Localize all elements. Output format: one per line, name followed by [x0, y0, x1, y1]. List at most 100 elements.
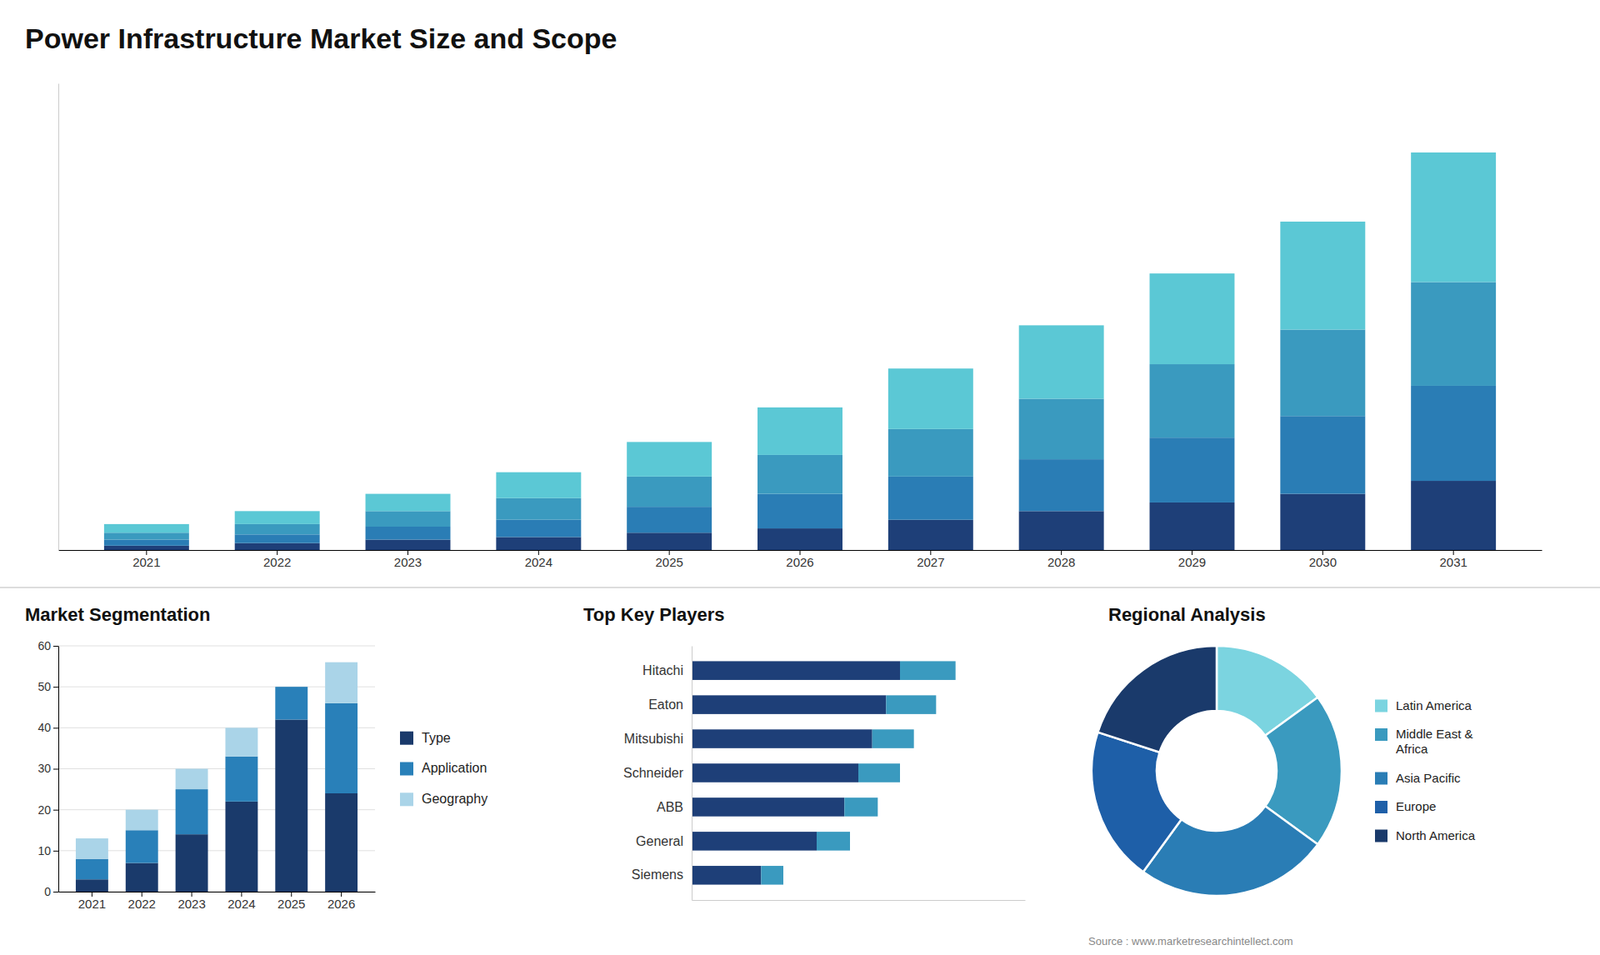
x-tick-label: 2026 [785, 555, 814, 570]
bar [757, 528, 843, 550]
y-tick-mark [53, 727, 59, 729]
legend-swatch [1375, 700, 1388, 713]
chart-title: Regional Analysis [1108, 604, 1266, 625]
bar [888, 476, 974, 520]
x-tick-label: 2027 [916, 555, 945, 570]
legend-swatch [400, 762, 414, 776]
chart-title: Top Key Players [583, 604, 725, 625]
x-axis-line [692, 900, 1026, 901]
legend-item: North America [1375, 828, 1476, 843]
legend-label: Middle East &Africa [1395, 726, 1474, 756]
bar [760, 865, 784, 885]
bar [1150, 273, 1235, 365]
bar [495, 520, 581, 538]
donut [1091, 645, 1342, 896]
bar [125, 830, 159, 863]
bar [365, 494, 451, 512]
x-tick: 2026 [327, 891, 355, 911]
bar [104, 540, 190, 546]
plot-area [75, 662, 358, 892]
bar [1410, 480, 1496, 550]
bar [1019, 399, 1105, 460]
bar [235, 524, 320, 535]
bar [691, 660, 900, 680]
bar [495, 536, 581, 550]
bar [1280, 415, 1365, 494]
x-tick-label: 2021 [78, 896, 106, 911]
donut-slice [1091, 732, 1182, 873]
y-tick-mark [53, 645, 59, 647]
bar [225, 727, 258, 756]
bar [235, 543, 320, 550]
bar [1019, 510, 1105, 550]
x-tick-label: 2021 [132, 555, 160, 570]
bar [1410, 385, 1496, 481]
bar [757, 407, 843, 455]
legend-item: Europe [1375, 799, 1436, 814]
x-axis: 2021202220232024202520262027202820292030… [59, 550, 1543, 570]
x-tick: 2022 [128, 891, 156, 911]
y-axis-line [691, 646, 693, 901]
x-tick-label: 2022 [263, 555, 291, 570]
bar [104, 545, 190, 550]
bar [1410, 282, 1496, 386]
bar [125, 810, 159, 831]
bar [816, 831, 850, 851]
legend: TypeApplicationGeography [400, 730, 488, 807]
bar-series [691, 660, 900, 885]
x-tick: 2031 [1439, 550, 1467, 570]
bar [1410, 152, 1496, 283]
y-tick-label: General [635, 833, 684, 848]
bar [275, 686, 308, 688]
y-tick-label: 10 [37, 844, 51, 858]
bar [844, 797, 878, 817]
y-axis-line [58, 646, 60, 893]
page: Power Infrastructure Market Size and Sco… [0, 0, 1600, 955]
bar [626, 476, 712, 507]
x-tick-label: 2023 [394, 555, 422, 570]
bar [235, 510, 320, 525]
y-tick-label: ABB [656, 800, 684, 815]
legend-item: Geography [400, 791, 488, 806]
y-axis: 0102030405060 [37, 639, 59, 899]
bar [75, 859, 109, 880]
bar [175, 789, 209, 835]
y-tick-label: Siemens [631, 867, 684, 882]
legend-label: Geography [421, 791, 488, 806]
x-tick: 2024 [525, 550, 553, 570]
bar [900, 660, 956, 680]
chart-title: Power Infrastructure Market Size and Sco… [25, 22, 617, 55]
grid [58, 645, 375, 892]
y-tick: Schneider [623, 765, 692, 780]
bar [365, 540, 451, 550]
bar [691, 695, 886, 715]
legend-label: North America [1395, 828, 1476, 843]
y-tick-label: 0 [44, 885, 51, 899]
y-tick-label: 20 [37, 803, 51, 817]
bar [888, 429, 974, 477]
bar [325, 703, 358, 794]
y-tick: ABB [656, 800, 692, 815]
x-tick-label: 2028 [1047, 555, 1075, 570]
bar [235, 534, 320, 543]
x-tick: 2028 [1047, 550, 1075, 570]
bar-series [75, 720, 358, 893]
y-tick: Eaton [648, 697, 692, 712]
y-tick-mark [53, 686, 59, 688]
bar [1280, 330, 1365, 417]
bar [325, 793, 358, 892]
x-tick: 2021 [132, 550, 160, 570]
bar [757, 494, 843, 529]
bar [175, 769, 209, 790]
y-tick: Mitsubishi [624, 731, 692, 746]
y-tick: 10 [37, 844, 59, 858]
legend: Latin AmericaMiddle East &AfricaAsia Pac… [1375, 698, 1476, 843]
legend-swatch [1375, 728, 1388, 741]
bar [495, 472, 581, 499]
y-tick-mark [53, 769, 59, 770]
x-tick: 2023 [394, 550, 422, 570]
legend-item: Type [400, 730, 451, 745]
x-axis [692, 900, 1026, 901]
bar [872, 729, 915, 749]
legend-label: Europe [1395, 799, 1436, 814]
